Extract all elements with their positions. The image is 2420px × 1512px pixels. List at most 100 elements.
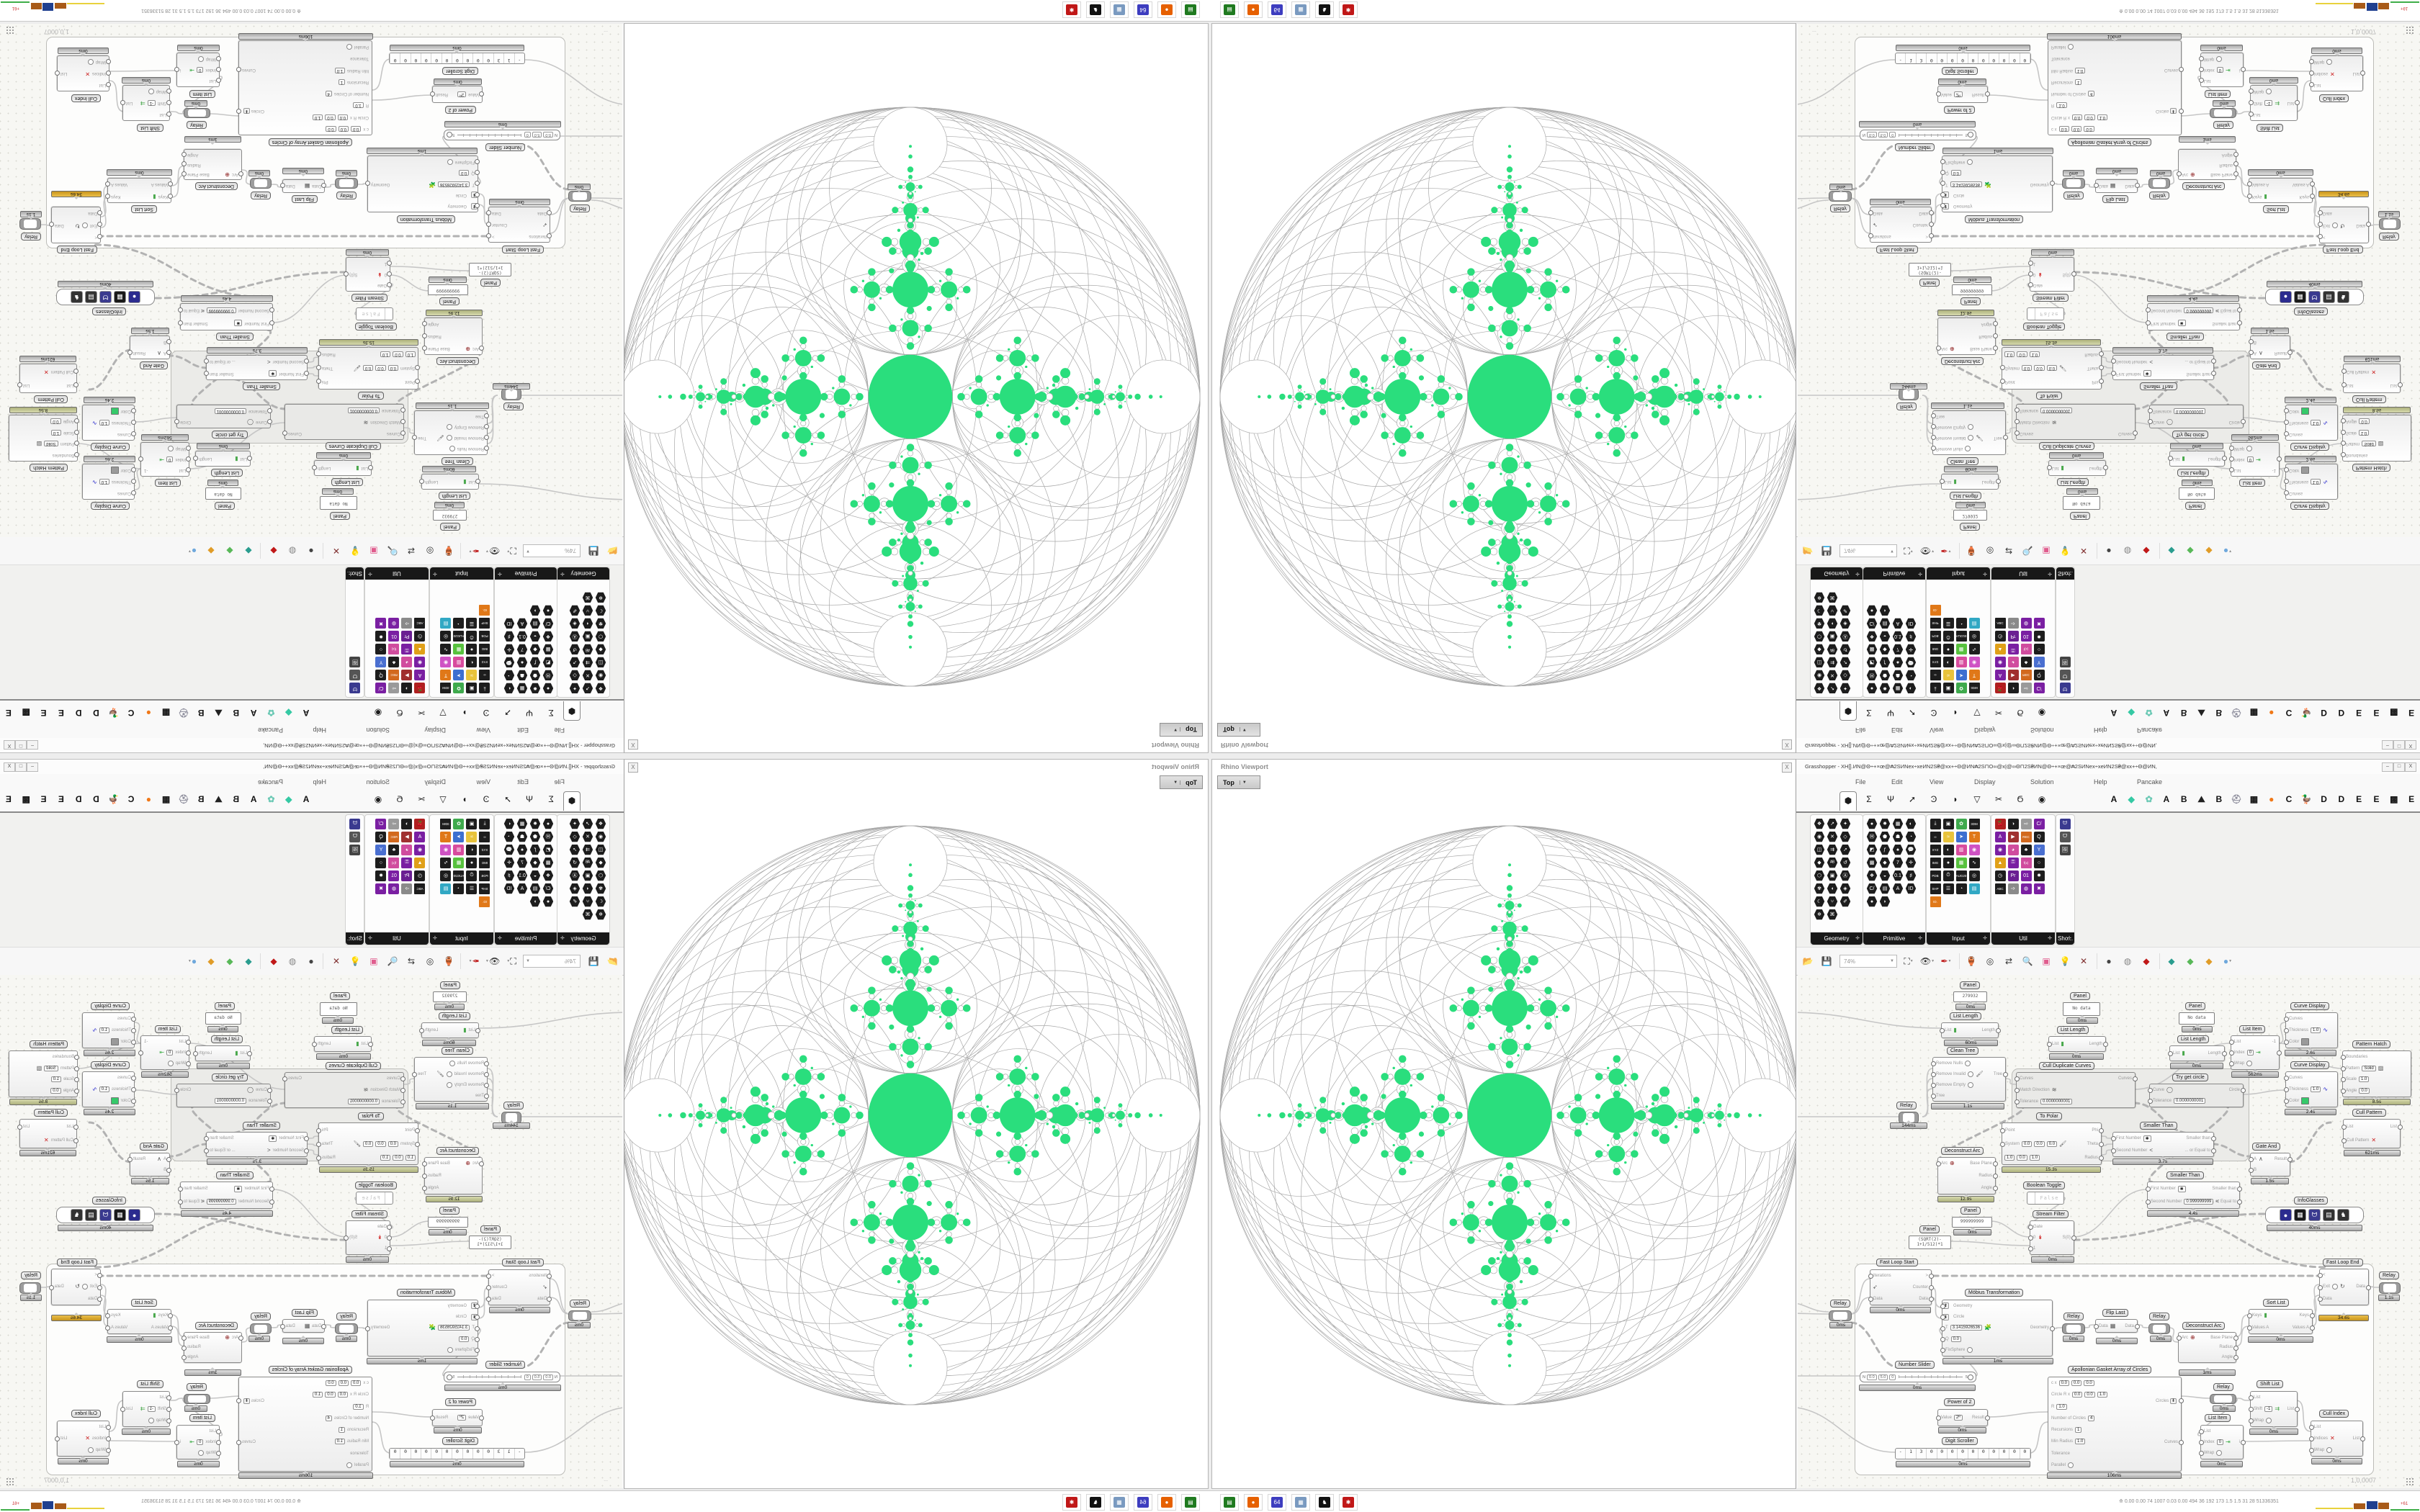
gh-component[interactable]: Curves Curves Match Direction ≋ Tolerance 0.0… (282, 1072, 405, 1108)
node-nickname[interactable]: Curve Display (2290, 443, 2329, 451)
palette-icon[interactable]: ᗜ (2059, 831, 2071, 842)
palette-icon[interactable]: 0.1 (1893, 631, 1904, 642)
node-nickname[interactable]: List Length (331, 478, 363, 486)
palette-icon[interactable]: ∞ (1930, 670, 1941, 681)
gh-component[interactable]: ⬆Geometry⬇CircleT3.1415926536🧩GeometryQ0… (365, 156, 480, 212)
palette-icon[interactable]: XYZ (1930, 844, 1941, 855)
infoglasses-icon[interactable]: ▦ (2294, 291, 2306, 303)
bulb-icon[interactable]: 💡 (349, 956, 361, 966)
tab-vector[interactable]: ➚ (1908, 794, 1917, 804)
tab-plugin-2[interactable]: ✿ (2145, 794, 2153, 804)
palette-icon[interactable]: SHP (479, 883, 490, 894)
gh-component[interactable]: Curve ◯ Circle Tolerance 0.0000000001 (2148, 1084, 2246, 1107)
sphere-dark-icon[interactable]: ● (308, 546, 314, 556)
gh-component[interactable]: Arc ⊕ Base Plane Radius Angle (1936, 318, 1998, 355)
tab-plugin-8[interactable]: ▦ (161, 708, 171, 718)
gh-component[interactable]: Keys ▮ Keys Values A Values A (105, 1309, 173, 1334)
gh-component[interactable]: List Shift -1 ⇉ List Wrap (2249, 1391, 2300, 1427)
node-nickname[interactable]: Relay (503, 402, 524, 410)
port[interactable] (2237, 307, 2242, 312)
palette-icon[interactable]: ⇉ (583, 657, 593, 668)
palette-icon[interactable]: ⇨ (388, 683, 400, 694)
palette-icon[interactable]: ◒ (1879, 870, 1891, 881)
port[interactable] (2295, 1407, 2300, 1412)
port[interactable] (475, 158, 480, 164)
tab-plugin-13[interactable]: D (2338, 708, 2345, 718)
gh-component[interactable]: List -1 Index 0 ⇥ Wrap (2229, 1035, 2282, 1070)
node-nickname[interactable]: Pattern Hatch (30, 1040, 68, 1048)
digit-cell[interactable]: 0 (2009, 1449, 2020, 1459)
port[interactable] (2094, 1323, 2099, 1329)
palette-icon[interactable]: Ⓜ (1867, 670, 1878, 681)
close-button[interactable]: X (4, 762, 15, 772)
port[interactable] (1929, 233, 1934, 238)
tab-plugin-7[interactable]: ⛑ (178, 794, 189, 804)
digit-cell[interactable]: 0 (1948, 1449, 1958, 1459)
chevron-down-icon[interactable]: ▼ (1890, 959, 1894, 963)
palette-icon[interactable]: ● (543, 606, 554, 616)
palette-icon[interactable]: ➩ (401, 618, 413, 629)
palette-icon[interactable]: ◍ (388, 618, 400, 629)
port[interactable] (387, 260, 392, 266)
palette-icon[interactable]: ◆ (1814, 644, 1825, 655)
palette-icon[interactable]: ◎ (440, 870, 452, 881)
close-button[interactable]: X (2405, 762, 2416, 772)
relay-node[interactable] (568, 191, 591, 202)
taskbar-wolf-icon[interactable]: ♞ (1315, 1, 1334, 18)
port[interactable] (2341, 1066, 2346, 1071)
palette-icon[interactable]: PDB (1930, 870, 1941, 881)
gh-component[interactable]: Curve ◯ Circle Tolerance 0.0000000001 (174, 1084, 272, 1107)
palette-icon[interactable]: 01 (388, 631, 400, 642)
tab-plugin-10[interactable]: C (2285, 708, 2293, 718)
open-file-icon[interactable]: 📂 (606, 956, 618, 966)
port[interactable] (2247, 193, 2252, 199)
gh-component[interactable]: Arc ⊕ Base Plane Radius Angle (422, 318, 484, 355)
port[interactable] (484, 1082, 489, 1088)
chevron-down-icon[interactable]: ▼ (1171, 780, 1181, 785)
node-nickname[interactable]: Clean Tree (441, 1047, 473, 1055)
palette-icon[interactable]: ● (1866, 818, 1878, 829)
port[interactable] (2146, 1200, 2151, 1205)
port[interactable] (174, 1087, 179, 1093)
port[interactable] (216, 1440, 221, 1445)
relay-node[interactable] (2148, 178, 2170, 189)
tab-plugin-9[interactable]: ● (2269, 794, 2275, 804)
palette-icon[interactable]: ❄ (1814, 909, 1825, 920)
tab-mesh[interactable]: ▽ (439, 794, 447, 804)
port[interactable] (2237, 320, 2242, 325)
tab-plugin-11[interactable]: 🦆 (2300, 708, 2312, 718)
menu-view[interactable]: View (1930, 778, 1944, 786)
palette-icon[interactable]: ✿ (1955, 818, 1967, 829)
palette-icon[interactable]: ⑂ (583, 896, 593, 907)
palette-label[interactable]: Util ✛ (365, 567, 429, 580)
port[interactable] (430, 1416, 435, 1421)
palette-icon[interactable]: ◐ (1906, 683, 1917, 694)
tab-plugin-11[interactable]: 🦆 (108, 708, 120, 718)
port[interactable] (2229, 1061, 2234, 1067)
palette-icon[interactable]: ◔ (1955, 618, 1967, 629)
node-nickname[interactable]: Möbius Transformation (396, 215, 455, 223)
palette-icon[interactable]: ◎ (1968, 631, 1980, 642)
port[interactable] (2249, 338, 2254, 344)
port[interactable] (484, 1071, 489, 1077)
palette-icon[interactable]: 3DM (440, 683, 452, 694)
tab-surface[interactable]: ◗ (462, 708, 467, 718)
palette-icon[interactable]: ◇ (1839, 831, 1851, 842)
gh-component[interactable]: First Number ✱ Smaller than Second Number 0.… (2146, 1182, 2242, 1209)
digit-cell[interactable]: 0 (452, 53, 462, 63)
palette-icon[interactable]: ⚿ (401, 857, 413, 868)
node-nickname[interactable]: List Length (210, 469, 243, 477)
port[interactable] (97, 1296, 102, 1302)
node-nickname[interactable]: Fast Loop Start (1876, 246, 1918, 253)
port[interactable] (131, 490, 136, 495)
port[interactable] (2103, 465, 2108, 470)
palette-icon[interactable]: PDB (479, 631, 490, 642)
tab-transform[interactable]: Ϭ (2017, 708, 2024, 718)
sphere-dark-icon[interactable]: ● (308, 956, 314, 966)
port[interactable] (2360, 1436, 2365, 1441)
palette-expand-icon[interactable]: ✛ (560, 936, 565, 941)
port[interactable] (247, 1051, 252, 1056)
palette-icon[interactable]: ⬡ (1814, 870, 1825, 881)
palette-icon[interactable]: REC (2020, 831, 2032, 842)
port[interactable] (479, 1416, 484, 1421)
